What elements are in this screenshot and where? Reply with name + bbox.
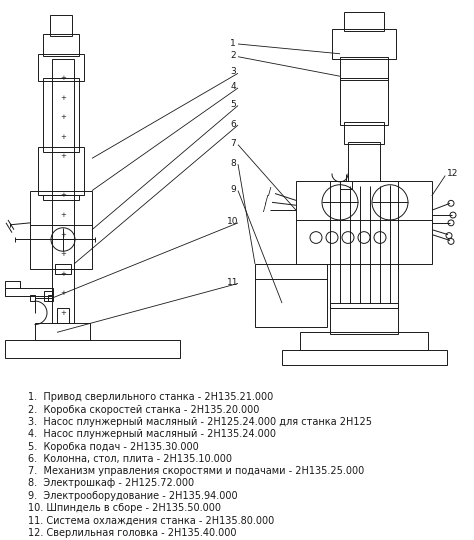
Text: /: / bbox=[265, 195, 269, 205]
Text: +: + bbox=[60, 232, 66, 238]
Bar bbox=[5, 281, 20, 288]
Text: 10: 10 bbox=[227, 218, 239, 226]
Bar bbox=[330, 303, 398, 334]
Bar bbox=[348, 141, 380, 181]
Bar bbox=[38, 54, 84, 81]
Text: +: + bbox=[60, 290, 66, 296]
Text: /: / bbox=[264, 203, 266, 213]
Bar bbox=[330, 181, 398, 308]
Bar bbox=[282, 350, 447, 364]
Bar bbox=[43, 34, 79, 56]
Text: +: + bbox=[60, 134, 66, 140]
Text: +: + bbox=[60, 310, 66, 316]
Text: 12: 12 bbox=[447, 170, 458, 179]
Bar bbox=[38, 147, 84, 195]
Text: 12. Сверлильная головка - 2Н135.40.000: 12. Сверлильная головка - 2Н135.40.000 bbox=[28, 528, 237, 538]
Text: +: + bbox=[60, 212, 66, 218]
Bar bbox=[5, 340, 180, 358]
Text: 2: 2 bbox=[230, 51, 236, 60]
Text: 3.  Насос плунжерный масляный - 2Н125.24.000 для станка 2Н125: 3. Насос плунжерный масляный - 2Н125.24.… bbox=[28, 417, 372, 427]
Text: 10. Шпиндель в сборе - 2Н135.50.000: 10. Шпиндель в сборе - 2Н135.50.000 bbox=[28, 503, 221, 513]
Bar bbox=[43, 78, 79, 152]
Bar bbox=[44, 291, 52, 301]
Text: 8: 8 bbox=[230, 159, 236, 168]
Bar bbox=[5, 288, 53, 296]
Bar bbox=[30, 295, 35, 301]
Text: 6: 6 bbox=[230, 120, 236, 129]
Text: 9.  Электрооборудование - 2Н135.94.000: 9. Электрооборудование - 2Н135.94.000 bbox=[28, 491, 237, 501]
Bar bbox=[332, 29, 396, 59]
Bar bbox=[43, 195, 79, 200]
Text: +: + bbox=[60, 271, 66, 276]
Bar bbox=[340, 78, 388, 125]
Text: +: + bbox=[60, 192, 66, 199]
Text: 5.  Коробка подач - 2Н135.30.000: 5. Коробка подач - 2Н135.30.000 bbox=[28, 442, 199, 451]
Text: +: + bbox=[60, 75, 66, 81]
Text: 6.  Колонна, стол, плита - 2Н135.10.000: 6. Колонна, стол, плита - 2Н135.10.000 bbox=[28, 454, 232, 464]
Bar bbox=[344, 12, 384, 31]
Bar bbox=[52, 59, 74, 322]
Text: 2.  Коробка скоростей станка - 2Н135.20.000: 2. Коробка скоростей станка - 2Н135.20.0… bbox=[28, 404, 259, 415]
Bar bbox=[296, 181, 432, 264]
Text: 4: 4 bbox=[230, 83, 236, 91]
Text: 1.  Привод сверлильного станка - 2Н135.21.000: 1. Привод сверлильного станка - 2Н135.21… bbox=[28, 392, 273, 402]
Text: 5: 5 bbox=[230, 100, 236, 109]
Text: +: + bbox=[60, 153, 66, 159]
Text: 4.  Насос плунжерный масляный - 2Н135.24.000: 4. Насос плунжерный масляный - 2Н135.24.… bbox=[28, 429, 276, 439]
Text: 9: 9 bbox=[230, 185, 236, 194]
Text: 11. Система охлаждения станка - 2Н135.80.000: 11. Система охлаждения станка - 2Н135.80… bbox=[28, 515, 274, 525]
Text: 7.  Механизм управления скоростями и подачами - 2Н135.25.000: 7. Механизм управления скоростями и пода… bbox=[28, 466, 365, 476]
Bar bbox=[340, 181, 352, 188]
Text: +: + bbox=[60, 114, 66, 120]
Bar bbox=[50, 15, 72, 36]
Text: 8.  Электрошкаф - 2Н125.72.000: 8. Электрошкаф - 2Н125.72.000 bbox=[28, 478, 194, 489]
Bar bbox=[48, 295, 53, 301]
Text: +: + bbox=[60, 251, 66, 257]
Bar bbox=[35, 322, 90, 340]
Bar bbox=[300, 332, 428, 350]
Text: +: + bbox=[60, 94, 66, 101]
Text: 3: 3 bbox=[230, 67, 236, 76]
Text: 11: 11 bbox=[227, 278, 239, 287]
Bar bbox=[344, 122, 384, 144]
Bar bbox=[55, 264, 71, 274]
Bar bbox=[57, 308, 69, 322]
Bar bbox=[30, 191, 92, 269]
Text: 7: 7 bbox=[230, 139, 236, 148]
Bar bbox=[340, 57, 388, 80]
Bar bbox=[255, 264, 327, 327]
Text: 1: 1 bbox=[230, 38, 236, 48]
Text: /: / bbox=[268, 187, 272, 197]
